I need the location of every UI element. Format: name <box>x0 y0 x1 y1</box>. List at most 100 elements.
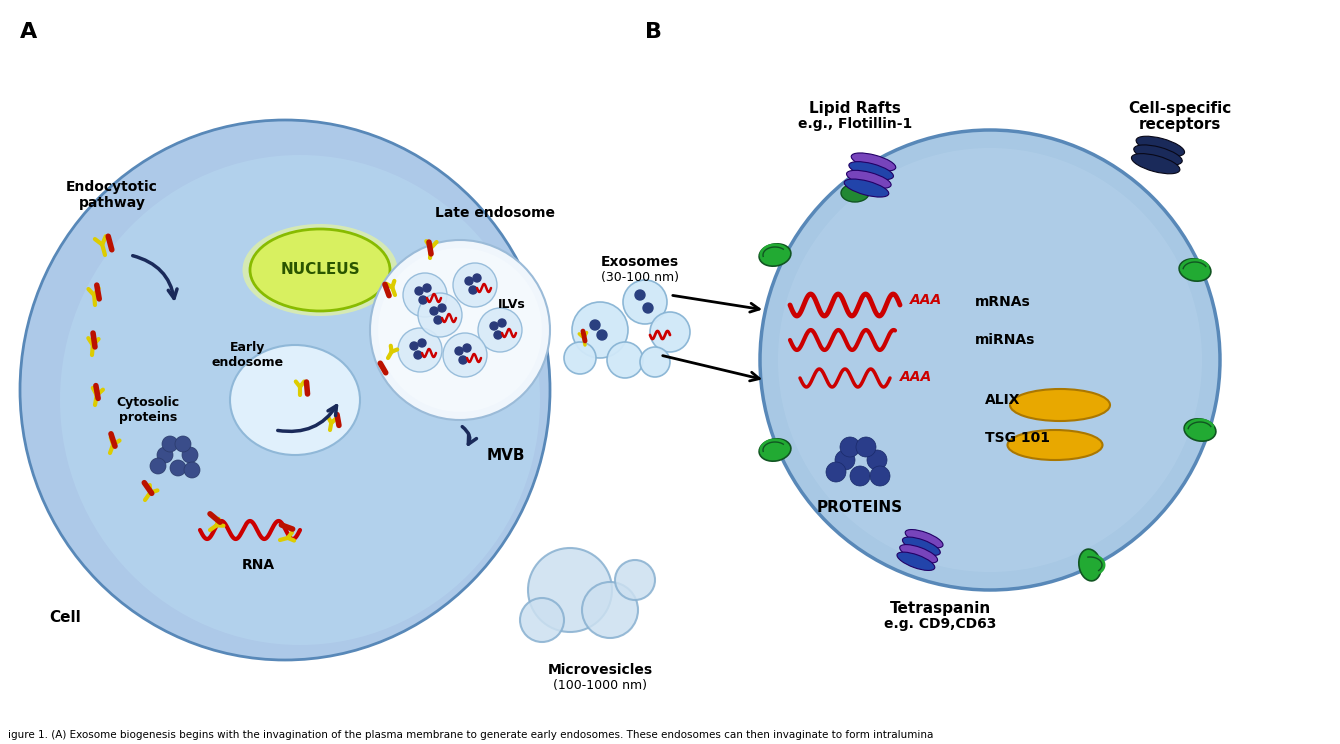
Text: Cell: Cell <box>50 609 80 624</box>
Circle shape <box>398 328 442 372</box>
Circle shape <box>464 344 470 352</box>
Ellipse shape <box>848 161 894 179</box>
Circle shape <box>150 458 166 474</box>
Circle shape <box>182 447 198 463</box>
Text: igure 1. (A) Exosome biogenesis begins with the invagination of the plasma membr: igure 1. (A) Exosome biogenesis begins w… <box>8 730 934 740</box>
Text: MVB: MVB <box>486 447 525 463</box>
Ellipse shape <box>899 545 938 563</box>
Ellipse shape <box>60 155 540 645</box>
Circle shape <box>582 582 638 638</box>
Text: (100-1000 nm): (100-1000 nm) <box>553 679 647 691</box>
Circle shape <box>418 339 426 347</box>
Circle shape <box>635 290 645 300</box>
Ellipse shape <box>844 179 888 197</box>
Text: Endocytotic
pathway: Endocytotic pathway <box>66 180 158 210</box>
Circle shape <box>415 287 423 295</box>
Ellipse shape <box>847 170 891 188</box>
Text: Late endosome: Late endosome <box>436 206 555 220</box>
Ellipse shape <box>902 537 941 556</box>
Circle shape <box>184 462 200 478</box>
Ellipse shape <box>230 345 360 455</box>
Text: miRNAs: miRNAs <box>976 333 1036 347</box>
Ellipse shape <box>1079 549 1101 581</box>
Text: ILVs: ILVs <box>498 298 525 312</box>
Ellipse shape <box>896 552 935 571</box>
Circle shape <box>444 333 486 377</box>
Ellipse shape <box>1008 430 1103 460</box>
Text: ALIX: ALIX <box>985 393 1021 407</box>
Circle shape <box>418 293 462 337</box>
Text: TSG 101: TSG 101 <box>985 431 1051 445</box>
Circle shape <box>643 303 653 313</box>
Text: receptors: receptors <box>1139 117 1221 132</box>
Circle shape <box>162 436 178 452</box>
Circle shape <box>607 342 643 378</box>
Ellipse shape <box>1010 389 1110 421</box>
Circle shape <box>456 347 464 355</box>
Circle shape <box>438 304 446 312</box>
Circle shape <box>498 319 507 327</box>
Circle shape <box>370 240 549 420</box>
Circle shape <box>835 450 855 470</box>
Ellipse shape <box>851 153 895 171</box>
Ellipse shape <box>20 120 549 660</box>
Text: Early
endosome: Early endosome <box>212 341 284 369</box>
Circle shape <box>473 274 481 282</box>
Text: Microvesicles: Microvesicles <box>548 663 653 677</box>
Circle shape <box>650 312 690 352</box>
Text: e.g., Flotillin-1: e.g., Flotillin-1 <box>797 117 913 131</box>
Text: Tetraspanin: Tetraspanin <box>890 600 990 615</box>
Text: Cell-specific: Cell-specific <box>1128 100 1231 115</box>
Circle shape <box>414 351 422 359</box>
Ellipse shape <box>1134 145 1182 165</box>
Ellipse shape <box>760 439 791 461</box>
Circle shape <box>434 316 442 324</box>
Circle shape <box>623 280 667 324</box>
Text: Lipid Rafts: Lipid Rafts <box>809 100 900 115</box>
Text: mRNAs: mRNAs <box>976 295 1030 309</box>
Circle shape <box>453 263 497 307</box>
Circle shape <box>490 322 498 330</box>
Circle shape <box>469 286 477 294</box>
Circle shape <box>410 342 418 350</box>
Ellipse shape <box>1179 259 1211 281</box>
Circle shape <box>867 450 887 470</box>
Text: Cytosolic
proteins: Cytosolic proteins <box>117 396 180 424</box>
Ellipse shape <box>251 229 390 311</box>
Circle shape <box>760 130 1219 590</box>
Text: PROTEINS: PROTEINS <box>817 501 903 516</box>
Circle shape <box>520 598 564 642</box>
Text: A: A <box>20 22 38 42</box>
Circle shape <box>478 308 523 352</box>
FancyArrowPatch shape <box>133 256 177 298</box>
Circle shape <box>176 436 192 452</box>
Circle shape <box>170 460 186 476</box>
Text: (30-100 nm): (30-100 nm) <box>602 271 679 283</box>
Circle shape <box>779 148 1202 572</box>
Text: NUCLEUS: NUCLEUS <box>280 263 360 278</box>
Ellipse shape <box>1136 136 1185 156</box>
Circle shape <box>157 447 173 463</box>
Circle shape <box>850 466 870 486</box>
Circle shape <box>419 296 427 304</box>
Text: B: B <box>645 22 662 42</box>
FancyArrowPatch shape <box>462 426 477 444</box>
Circle shape <box>615 560 655 600</box>
Text: AAA: AAA <box>900 370 933 384</box>
Ellipse shape <box>1131 153 1181 174</box>
FancyArrowPatch shape <box>277 405 336 432</box>
Text: e.g. CD9,CD63: e.g. CD9,CD63 <box>884 617 996 631</box>
Ellipse shape <box>243 224 398 316</box>
Circle shape <box>590 320 600 330</box>
Text: AAA: AAA <box>910 293 942 307</box>
Circle shape <box>572 302 628 358</box>
Circle shape <box>564 342 596 374</box>
Circle shape <box>423 284 431 292</box>
Circle shape <box>641 347 670 377</box>
Circle shape <box>825 462 846 482</box>
Ellipse shape <box>760 244 791 266</box>
Circle shape <box>460 356 468 364</box>
Text: Exosomes: Exosomes <box>600 255 679 269</box>
Circle shape <box>378 248 541 412</box>
Circle shape <box>494 331 502 339</box>
